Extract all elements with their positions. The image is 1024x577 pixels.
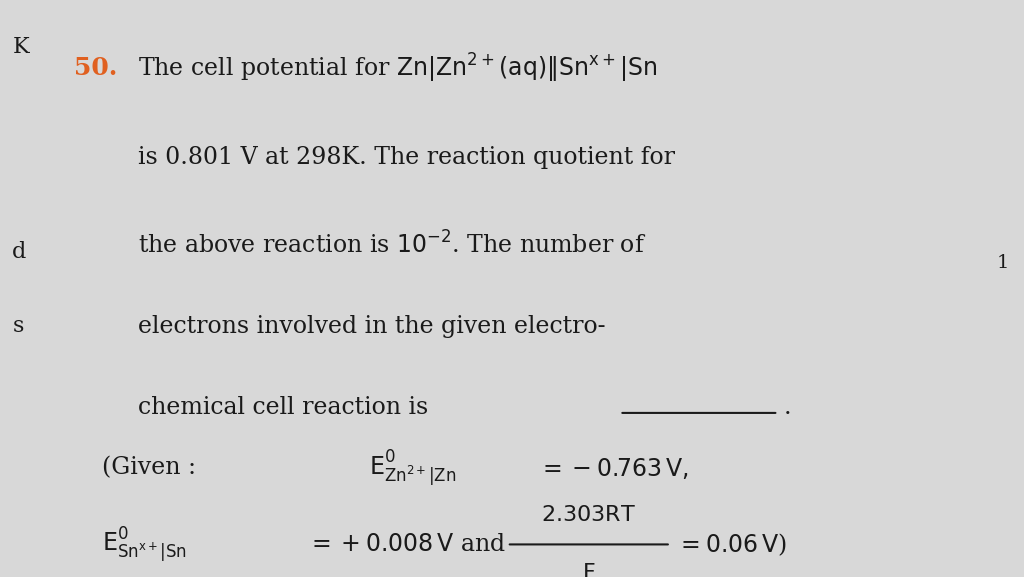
Text: the above reaction is $10^{-2}$. The number of: the above reaction is $10^{-2}$. The num… (138, 231, 646, 258)
Text: electrons involved in the given electro-: electrons involved in the given electro- (138, 314, 606, 338)
Text: s: s (12, 315, 24, 337)
Text: $= -0.763\,\mathrm{V},$: $= -0.763\,\mathrm{V},$ (538, 456, 688, 481)
Text: chemical cell reaction is: chemical cell reaction is (138, 396, 428, 419)
Text: $\mathrm{E^0_{Zn^{2+}|Zn}}$: $\mathrm{E^0_{Zn^{2+}|Zn}}$ (369, 448, 456, 488)
Text: $2.303\mathrm{RT}$: $2.303\mathrm{RT}$ (542, 504, 636, 526)
Text: is 0.801 V at 298K. The reaction quotient for: is 0.801 V at 298K. The reaction quotien… (138, 147, 675, 169)
Text: 1: 1 (996, 254, 1009, 272)
Text: The cell potential for $\mathrm{Zn|Zn^{2+}(aq)\|Sn^{x+}|Sn}$: The cell potential for $\mathrm{Zn|Zn^{2… (138, 52, 657, 85)
Text: $= 0.06\,\mathrm{V}$): $= 0.06\,\mathrm{V}$) (676, 531, 786, 558)
Text: K: K (12, 36, 29, 58)
Text: d: d (12, 242, 27, 264)
Text: 50.: 50. (74, 57, 117, 80)
Text: .: . (783, 396, 791, 419)
Text: $\mathrm{F}$: $\mathrm{F}$ (582, 563, 596, 577)
Text: $= +0.008\,\mathrm{V}$ and: $= +0.008\,\mathrm{V}$ and (307, 533, 506, 556)
Text: (Given :: (Given : (102, 456, 197, 479)
Text: $\mathrm{E^0_{Sn^{x+}|Sn}}$: $\mathrm{E^0_{Sn^{x+}|Sn}}$ (102, 525, 187, 564)
